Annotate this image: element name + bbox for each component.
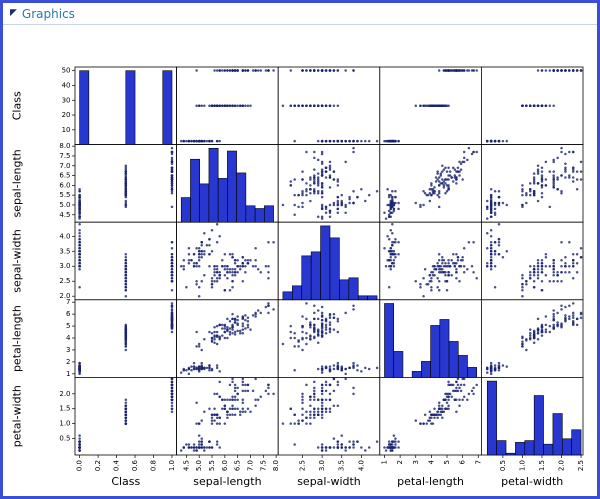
svg-text:0.0: 0.0	[76, 460, 84, 471]
svg-text:3: 3	[66, 346, 70, 354]
svg-text:3.5: 3.5	[338, 460, 346, 471]
scatter-matrix-svg: 1020304050Class4.55.05.56.06.57.07.58.0s…	[11, 66, 585, 488]
svg-text:6.5: 6.5	[59, 172, 70, 180]
svg-text:1.5: 1.5	[59, 405, 70, 413]
svg-text:Class: Class	[11, 91, 24, 120]
svg-text:petal-width: petal-width	[11, 385, 24, 447]
svg-text:3: 3	[412, 460, 420, 464]
svg-text:0.5: 0.5	[499, 460, 507, 471]
svg-text:petal-width: petal-width	[501, 475, 563, 488]
svg-text:7: 7	[66, 298, 70, 306]
svg-text:7.0: 7.0	[246, 460, 254, 471]
svg-text:4.0: 4.0	[357, 460, 365, 471]
svg-text:7: 7	[474, 460, 482, 464]
svg-text:5: 5	[66, 322, 70, 330]
svg-text:30: 30	[62, 96, 71, 104]
svg-text:2.0: 2.0	[59, 292, 70, 300]
svg-text:7.5: 7.5	[59, 152, 70, 160]
svg-text:0.2: 0.2	[94, 460, 102, 471]
svg-text:6: 6	[459, 459, 467, 464]
svg-text:2.5: 2.5	[299, 460, 307, 471]
svg-text:4: 4	[66, 334, 71, 342]
svg-text:4.5: 4.5	[182, 460, 190, 471]
svg-text:2.0: 2.0	[59, 390, 70, 398]
svg-text:3.5: 3.5	[59, 247, 70, 255]
svg-text:0.5: 0.5	[59, 435, 70, 443]
svg-text:sepal-length: sepal-length	[193, 475, 261, 488]
svg-text:sepal-width: sepal-width	[297, 475, 361, 488]
svg-text:2.5: 2.5	[59, 277, 70, 285]
svg-text:1: 1	[380, 460, 388, 464]
svg-text:20: 20	[62, 111, 71, 119]
svg-text:4.0: 4.0	[59, 232, 70, 240]
svg-text:1.0: 1.0	[518, 460, 526, 471]
svg-text:0.6: 0.6	[131, 459, 139, 471]
svg-text:2: 2	[396, 460, 404, 464]
svg-text:6.5: 6.5	[234, 460, 242, 471]
collapse-triangle-icon[interactable]: ◤	[10, 8, 17, 18]
svg-text:petal-length: petal-length	[397, 475, 464, 488]
svg-text:8.0: 8.0	[272, 460, 280, 471]
svg-text:10: 10	[62, 126, 71, 134]
svg-text:2.0: 2.0	[558, 460, 566, 471]
panel-header: ◤ Graphics	[3, 3, 597, 25]
svg-text:2.5: 2.5	[577, 460, 585, 471]
svg-text:4.5: 4.5	[59, 211, 70, 219]
svg-text:5.0: 5.0	[59, 201, 70, 209]
svg-text:sepal-length: sepal-length	[11, 149, 24, 217]
svg-text:5.5: 5.5	[59, 191, 70, 199]
svg-text:6: 6	[66, 310, 71, 318]
svg-text:Class: Class	[111, 475, 140, 488]
svg-text:5.5: 5.5	[208, 460, 216, 471]
svg-text:6.0: 6.0	[221, 460, 229, 471]
svg-text:7.0: 7.0	[59, 162, 70, 170]
svg-text:1.5: 1.5	[538, 460, 546, 471]
panel-title: Graphics	[21, 6, 75, 21]
svg-text:1.0: 1.0	[168, 460, 176, 471]
svg-text:8.0: 8.0	[59, 142, 70, 150]
svg-text:3.0: 3.0	[59, 262, 70, 270]
svg-text:40: 40	[62, 81, 71, 89]
svg-text:1: 1	[66, 370, 70, 378]
svg-text:sepal-width: sepal-width	[11, 229, 24, 293]
svg-text:2: 2	[66, 358, 70, 366]
svg-text:50: 50	[62, 67, 71, 75]
svg-text:0.4: 0.4	[113, 459, 121, 471]
svg-text:6.0: 6.0	[59, 181, 70, 189]
svg-text:7.5: 7.5	[259, 460, 267, 471]
svg-text:0.8: 0.8	[150, 460, 158, 471]
svg-text:3.0: 3.0	[318, 460, 326, 471]
svg-text:petal-length: petal-length	[11, 305, 24, 372]
svg-text:1.0: 1.0	[59, 420, 70, 428]
svg-text:5: 5	[443, 460, 451, 464]
svg-text:5.0: 5.0	[195, 460, 203, 471]
svg-text:4: 4	[427, 459, 435, 464]
